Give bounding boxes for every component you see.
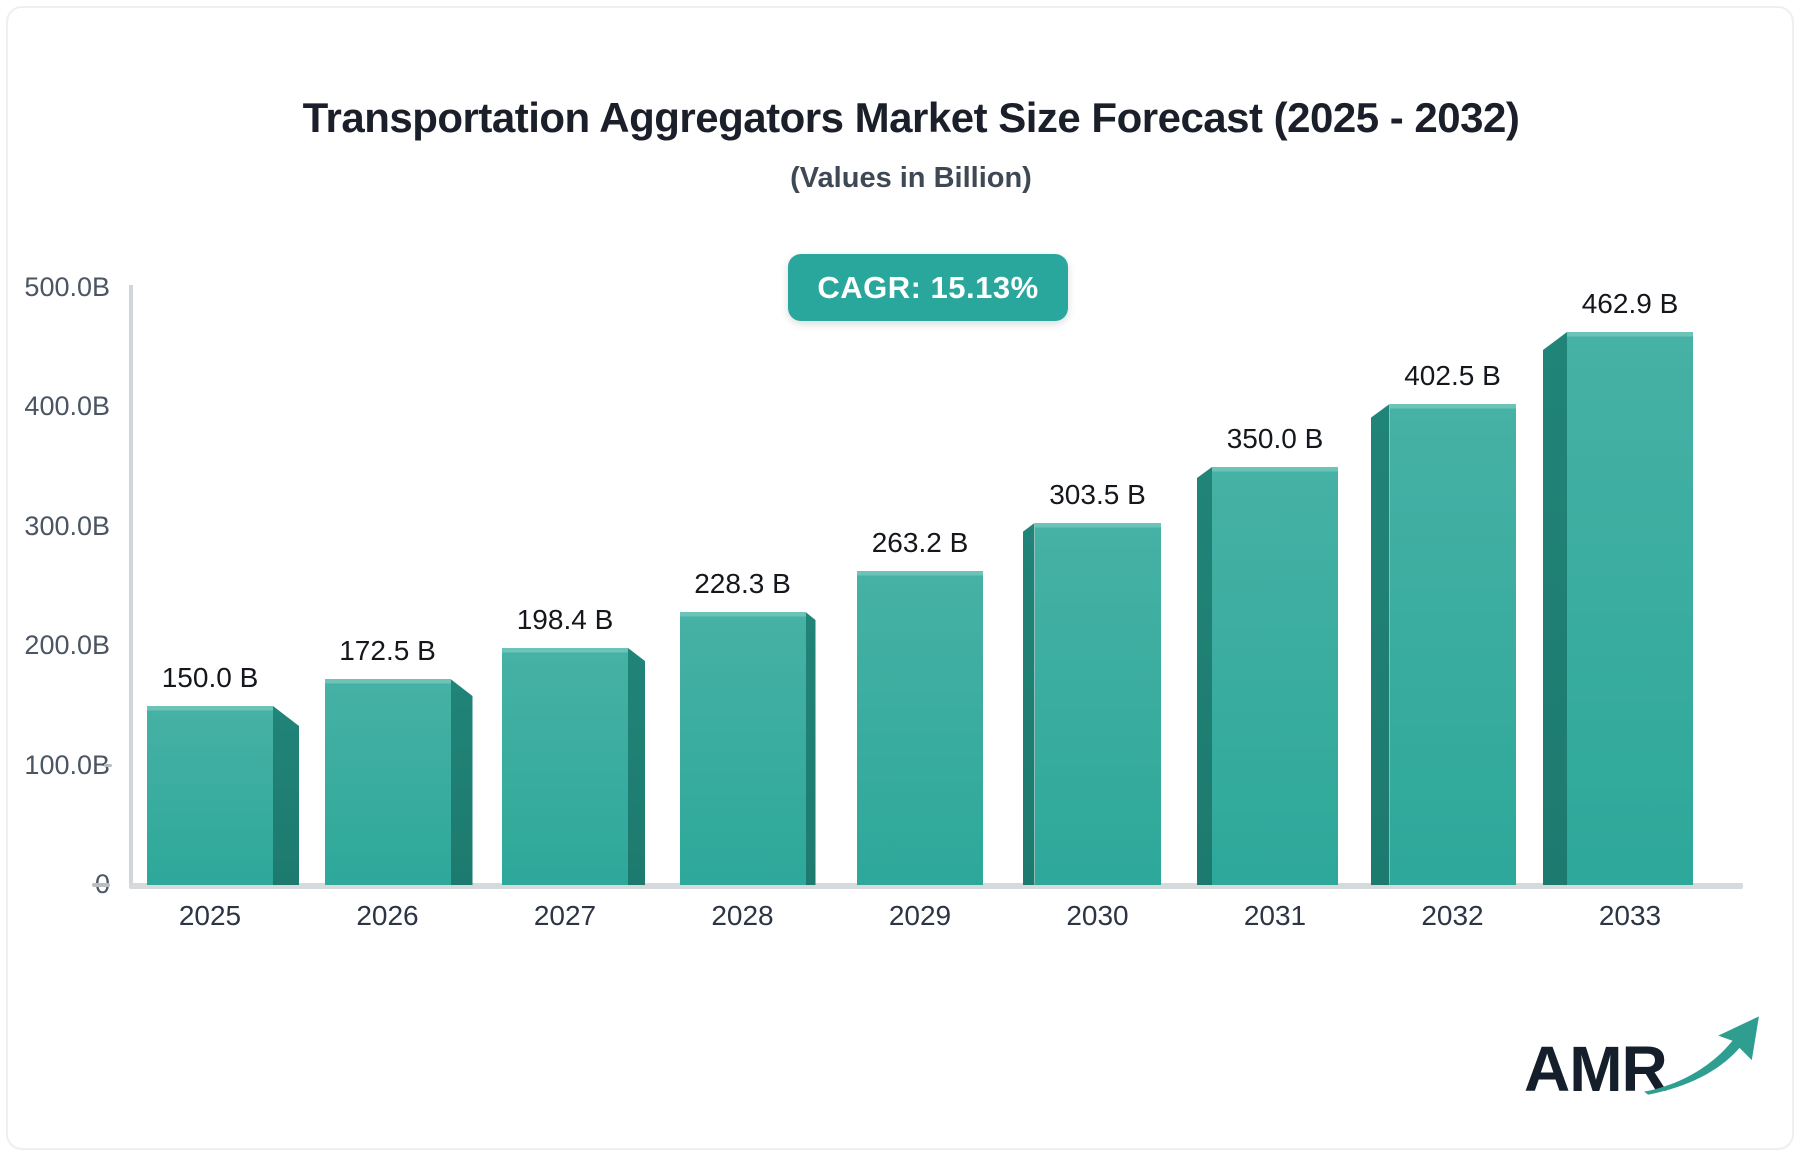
- bar-side-2027: [628, 648, 645, 885]
- x-tick-label: 2032: [1421, 900, 1484, 931]
- bar-2029: [857, 571, 983, 885]
- bar-2030: [1034, 523, 1161, 885]
- bar-value-label: 263.2 B: [871, 527, 969, 558]
- y-axis-line: [129, 285, 133, 886]
- bar-value-label: 462.9 B: [1581, 288, 1679, 319]
- bar-value-label: 402.5 B: [1404, 360, 1501, 391]
- bar-2031: [1212, 467, 1338, 885]
- bar-2026: [324, 679, 451, 885]
- bar-side-2032: [1370, 404, 1390, 885]
- y-tick-label: 300.0B: [24, 510, 110, 541]
- growth-arrow-icon: [1644, 1016, 1759, 1095]
- bar-value-label: 350.0 B: [1226, 423, 1324, 454]
- x-tick-label: 2025: [178, 900, 242, 931]
- bar-2027: [502, 648, 628, 885]
- bar-value-label: 150.0 B: [161, 662, 259, 693]
- y-tick-mark: [92, 883, 110, 887]
- cagr-badge: CAGR: 15.13%: [788, 254, 1068, 321]
- bar-side-2030: [1022, 523, 1035, 885]
- amr-logo-text: AMR: [1524, 1033, 1668, 1105]
- bar-side-2026: [450, 679, 473, 885]
- bar-value-label: 172.5 B: [339, 635, 436, 666]
- bar-value-label: 303.5 B: [1049, 479, 1146, 510]
- bar-value-label: 228.3 B: [694, 568, 791, 599]
- x-tick-label: 2031: [1243, 900, 1307, 931]
- chart-subtitle: (Values in Billion): [790, 162, 1032, 194]
- cagr-badge-label: CAGR: 15.13%: [817, 269, 1039, 305]
- y-tick-label: 100.0B: [24, 749, 110, 780]
- x-tick-label: 2026: [356, 900, 419, 931]
- bar-side-2031: [1197, 467, 1212, 885]
- chart-title: Transportation Aggregators Market Size F…: [302, 94, 1520, 141]
- bar-2032: [1389, 404, 1516, 885]
- bar-2028: [679, 612, 806, 885]
- x-tick-label: 2033: [1598, 900, 1662, 931]
- bar-side-2028: [805, 612, 816, 885]
- bar-2033: [1567, 332, 1693, 885]
- y-tick-label: 400.0B: [24, 391, 110, 422]
- bar-side-2025: [273, 706, 299, 885]
- amr-logo: AMR: [1524, 1016, 1764, 1118]
- y-tick-label: 500.0B: [24, 272, 110, 302]
- bar-side-2033: [1543, 332, 1567, 885]
- x-axis-line: [129, 883, 1743, 889]
- y-tick-label: 200.0B: [24, 630, 110, 661]
- bar-2025: [147, 706, 273, 885]
- y-tick-mark: [104, 763, 112, 767]
- x-tick-label: 2028: [711, 900, 774, 931]
- x-tick-label: 2029: [888, 900, 952, 931]
- x-tick-label: 2030: [1066, 900, 1129, 931]
- x-tick-label: 2027: [533, 900, 597, 931]
- bar-value-label: 198.4 B: [516, 604, 614, 635]
